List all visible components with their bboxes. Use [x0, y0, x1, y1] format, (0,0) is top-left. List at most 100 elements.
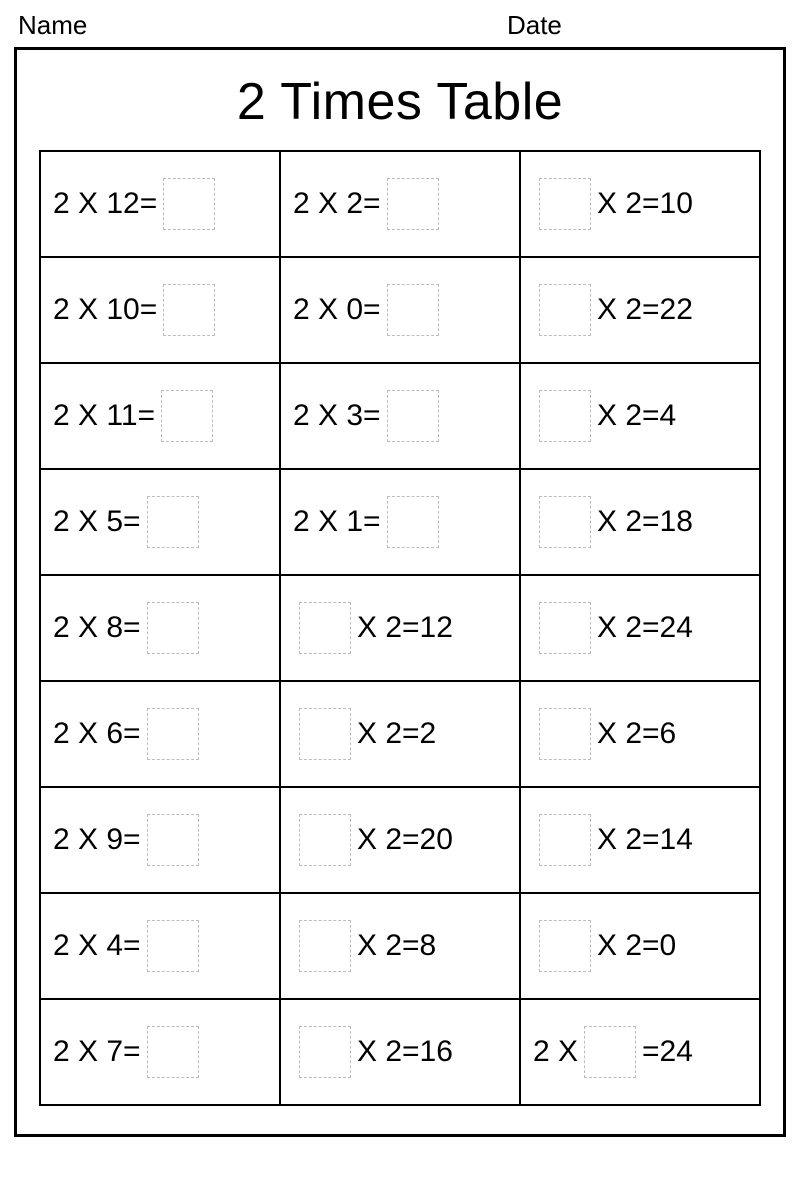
worksheet-frame: 2 Times Table 2 X 12= 2 X 2= X 2=10 2 X 10=…: [14, 47, 786, 1137]
problem-cell: 2 X 12=: [40, 151, 280, 257]
problem-content: 2 X 0=: [293, 284, 507, 336]
table-row: 2 X 11= 2 X 3= X 2=4: [40, 363, 760, 469]
problem-text: 2 X 8=: [53, 611, 141, 645]
problem-text: X 2=16: [357, 1035, 453, 1069]
problem-cell: 2 X 1=: [280, 469, 520, 575]
answer-blank[interactable]: [539, 708, 591, 760]
problem-cell: 2 X =24: [520, 999, 760, 1105]
answer-blank[interactable]: [299, 814, 351, 866]
problem-cell: 2 X 4=: [40, 893, 280, 999]
answer-blank[interactable]: [299, 1026, 351, 1078]
problem-content: X 2=24: [533, 602, 747, 654]
problem-text: 2 X 12=: [53, 187, 157, 221]
table-row: 2 X 7= X 2=16 2 X =24: [40, 999, 760, 1105]
problem-cell: 2 X 10=: [40, 257, 280, 363]
problem-content: X 2=20: [293, 814, 507, 866]
problem-content: X 2=18: [533, 496, 747, 548]
problem-text: X 2=4: [597, 399, 676, 433]
answer-blank[interactable]: [584, 1026, 636, 1078]
table-row: 2 X 9= X 2=20X 2=14: [40, 787, 760, 893]
problem-text: X 2=22: [597, 293, 693, 327]
problem-content: 2 X 10=: [53, 284, 267, 336]
table-row: 2 X 8= X 2=12 X 2=24: [40, 575, 760, 681]
problem-text: X 2=18: [597, 505, 693, 539]
problem-cell: 2 X 8=: [40, 575, 280, 681]
problem-text: X 2=6: [597, 717, 676, 751]
problem-content: 2 X 8=: [53, 602, 267, 654]
answer-blank[interactable]: [299, 708, 351, 760]
problem-content: 2 X 4=: [53, 920, 267, 972]
problem-text: 2 X 3=: [293, 399, 381, 433]
answer-blank[interactable]: [387, 284, 439, 336]
answer-blank[interactable]: [539, 920, 591, 972]
problem-content: X 2=10: [533, 178, 747, 230]
answer-blank[interactable]: [539, 814, 591, 866]
answer-blank[interactable]: [163, 284, 215, 336]
answer-blank[interactable]: [161, 390, 213, 442]
problem-cell: 2 X 6=: [40, 681, 280, 787]
worksheet-page: Name Date 2 Times Table 2 X 12= 2 X 2= X 2…: [0, 0, 800, 1177]
problem-cell: X 2=4: [520, 363, 760, 469]
problem-cell: X 2=12: [280, 575, 520, 681]
problem-content: 2 X 5=: [53, 496, 267, 548]
problem-content: 2 X 1=: [293, 496, 507, 548]
problem-cell: X 2=6: [520, 681, 760, 787]
answer-blank[interactable]: [147, 1026, 199, 1078]
table-row: 2 X 12= 2 X 2= X 2=10: [40, 151, 760, 257]
problem-content: 2 X 7=: [53, 1026, 267, 1078]
problem-content: 2 X 2=: [293, 178, 507, 230]
problem-text: X 2=24: [597, 611, 693, 645]
answer-blank[interactable]: [147, 602, 199, 654]
problem-text: 2 X 7=: [53, 1035, 141, 1069]
problem-text: 2 X 0=: [293, 293, 381, 327]
answer-blank[interactable]: [539, 390, 591, 442]
answer-blank[interactable]: [539, 178, 591, 230]
problem-text: X 2=2: [357, 717, 436, 751]
answer-blank[interactable]: [387, 390, 439, 442]
problem-cell: X 2=22: [520, 257, 760, 363]
problem-text: 2 X 1=: [293, 505, 381, 539]
problem-cell: 2 X 9=: [40, 787, 280, 893]
problem-text: 2 X: [533, 1035, 578, 1069]
answer-blank[interactable]: [147, 920, 199, 972]
answer-blank[interactable]: [147, 814, 199, 866]
problem-cell: X 2=8: [280, 893, 520, 999]
name-label: Name: [18, 10, 507, 41]
problem-content: X 2=8: [293, 920, 507, 972]
problem-content: X 2=4: [533, 390, 747, 442]
problem-content: 2 X 9=: [53, 814, 267, 866]
answer-blank[interactable]: [299, 602, 351, 654]
problem-text: 2 X 4=: [53, 929, 141, 963]
answer-blank[interactable]: [539, 496, 591, 548]
answer-blank[interactable]: [299, 920, 351, 972]
header-line: Name Date: [14, 10, 786, 41]
answer-blank[interactable]: [539, 284, 591, 336]
problem-content: X 2=16: [293, 1026, 507, 1078]
problem-cell: X 2=18: [520, 469, 760, 575]
problem-cell: X 2=16: [280, 999, 520, 1105]
answer-blank[interactable]: [147, 496, 199, 548]
worksheet-title: 2 Times Table: [39, 72, 761, 132]
answer-blank[interactable]: [387, 496, 439, 548]
problem-content: X 2=22: [533, 284, 747, 336]
problems-grid: 2 X 12= 2 X 2= X 2=10 2 X 10= 2 X 0= X 2=22 2 …: [39, 150, 761, 1106]
problem-cell: 2 X 3=: [280, 363, 520, 469]
problem-text: 2 X 11=: [53, 399, 155, 433]
problem-text: =24: [642, 1035, 693, 1069]
problem-content: 2 X 11=: [53, 390, 267, 442]
problem-text: X 2=8: [357, 929, 436, 963]
problem-cell: 2 X 11=: [40, 363, 280, 469]
answer-blank[interactable]: [163, 178, 215, 230]
problem-content: X 2=2: [293, 708, 507, 760]
answer-blank[interactable]: [539, 602, 591, 654]
answer-blank[interactable]: [387, 178, 439, 230]
problem-cell: 2 X 5=: [40, 469, 280, 575]
problem-cell: X 2=14: [520, 787, 760, 893]
problem-text: X 2=12: [357, 611, 453, 645]
problem-text: 2 X 2=: [293, 187, 381, 221]
problem-content: 2 X =24: [533, 1026, 747, 1078]
problem-cell: X 2=24: [520, 575, 760, 681]
answer-blank[interactable]: [147, 708, 199, 760]
problem-cell: X 2=20: [280, 787, 520, 893]
problem-content: X 2=0: [533, 920, 747, 972]
